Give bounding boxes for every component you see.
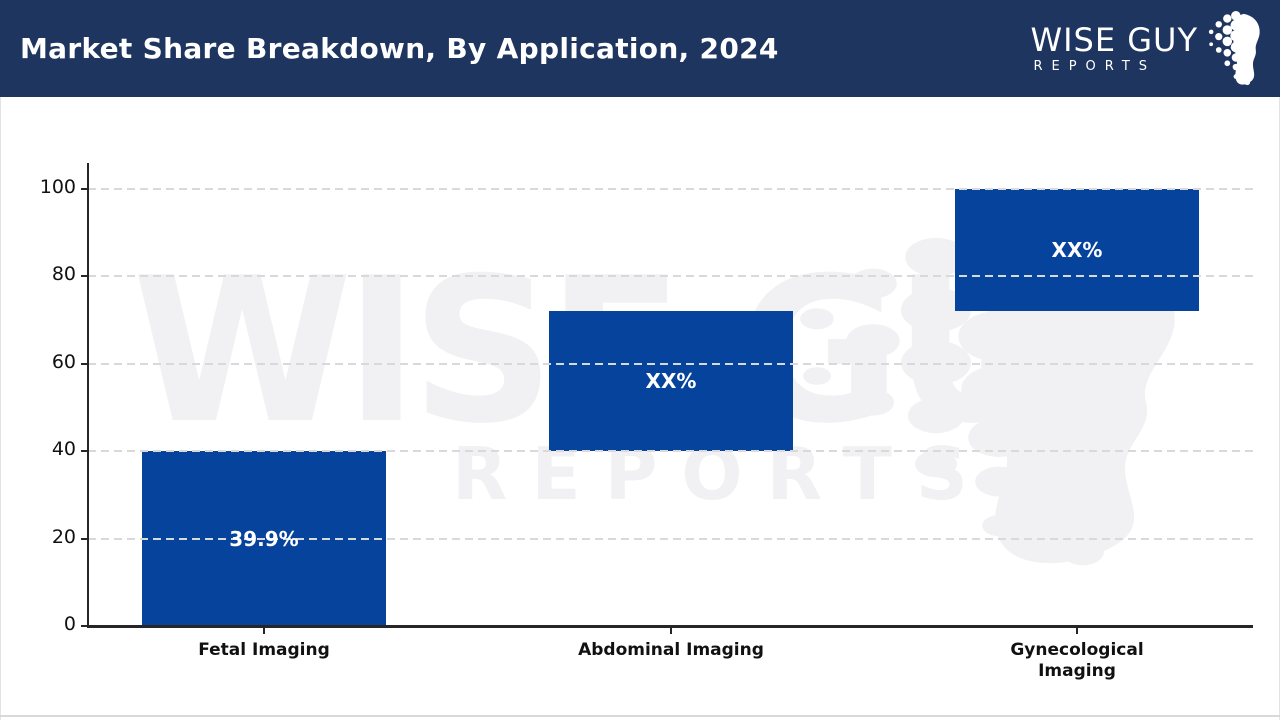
logo-text: WISE GUY REPORTS xyxy=(1030,24,1198,73)
page-title: Market Share Breakdown, By Application, … xyxy=(20,32,779,65)
y-tick-mark xyxy=(81,450,88,452)
logo-tagline: REPORTS xyxy=(1033,59,1157,74)
x-axis xyxy=(87,625,1253,628)
y-tick-mark xyxy=(81,625,88,627)
y-tick-label: 100 xyxy=(39,175,76,198)
bar-3 xyxy=(955,188,1199,311)
wiseguy-logo: WISE GUY REPORTS xyxy=(1030,10,1262,87)
bar-value-label: XX% xyxy=(645,369,697,394)
x-tick-mark xyxy=(1076,628,1078,634)
y-tick-label: 80 xyxy=(51,263,76,285)
page-edge-left xyxy=(0,97,1,720)
gridline-60 xyxy=(88,362,1253,365)
y-tick-mark xyxy=(81,187,88,190)
bar-value-label: 39.9% xyxy=(229,526,299,551)
gridline-80 xyxy=(88,275,1253,277)
header-bar: Market Share Breakdown, By Application, … xyxy=(0,0,1280,97)
gridline-20 xyxy=(88,537,1253,540)
y-tick-mark xyxy=(81,362,88,365)
x-tick-mark xyxy=(670,628,672,634)
x-tick-mark xyxy=(263,628,265,634)
y-tick-label: 0 xyxy=(63,613,76,635)
page-edge-bottom xyxy=(0,715,1280,717)
gridline-40 xyxy=(88,450,1253,452)
bar-2 xyxy=(549,311,793,452)
x-tick-label: Abdominal Imaging xyxy=(578,640,764,660)
y-tick-mark xyxy=(81,537,88,540)
logo-name: WISE GUY xyxy=(1030,21,1198,59)
y-tick-label: 40 xyxy=(51,438,76,460)
x-tick-label: Fetal Imaging xyxy=(198,640,330,660)
y-tick-label: 20 xyxy=(51,525,76,548)
gridline-100 xyxy=(88,187,1253,190)
y-tick-mark xyxy=(81,275,88,277)
y-axis xyxy=(87,163,89,626)
logo-head-icon xyxy=(1208,10,1260,85)
y-tick-label: 60 xyxy=(51,350,76,373)
x-tick-label: Gynecological Imaging xyxy=(1010,640,1144,682)
bar-value-label: XX% xyxy=(1051,237,1103,262)
